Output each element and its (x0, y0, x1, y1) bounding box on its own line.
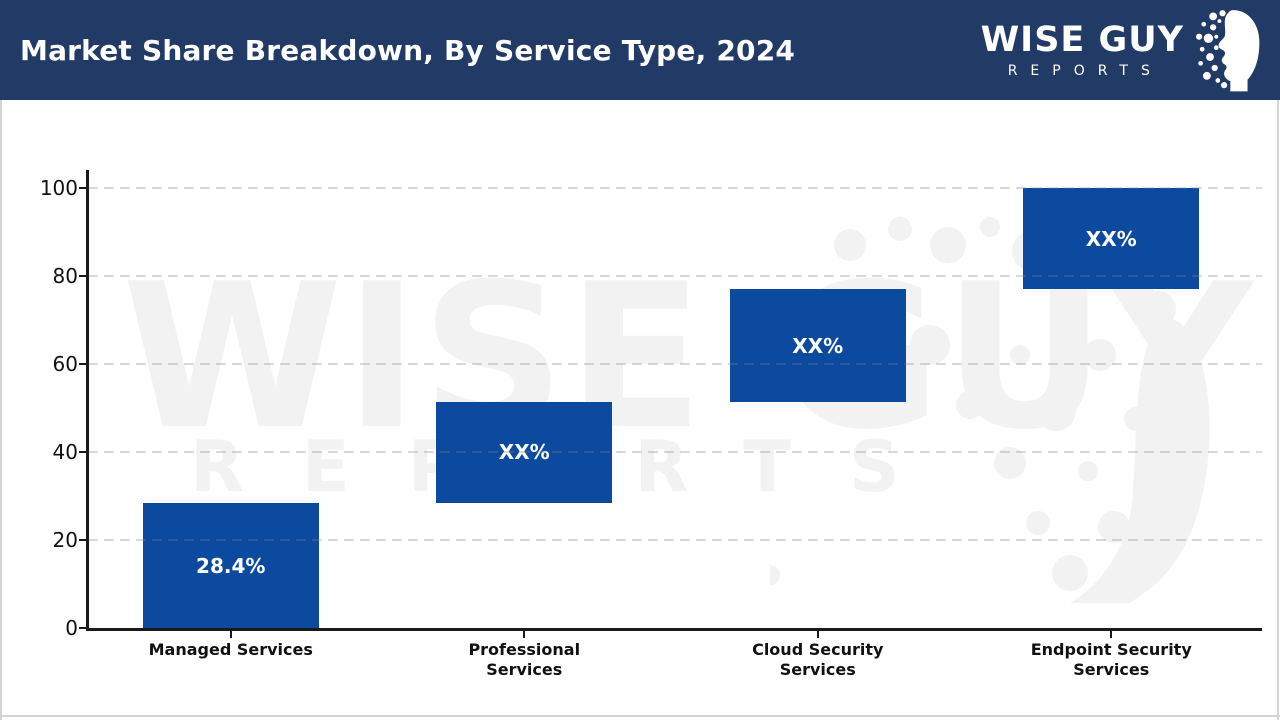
x-tick-mark (523, 631, 526, 638)
x-axis-line (86, 628, 1262, 631)
card-border-right (1277, 100, 1279, 720)
x-category-label: Professional Services (468, 640, 581, 679)
brand-subname: REPORTS (1007, 62, 1163, 79)
bar-professional-services: XX% (436, 401, 613, 504)
bar-value-label: XX% (498, 440, 550, 465)
card-border-left (0, 100, 2, 720)
card-border-bottom (0, 715, 1280, 717)
y-tick-mark (79, 451, 87, 453)
x-tick-mark (1110, 631, 1113, 638)
x-category-label: Endpoint Security Services (1030, 640, 1192, 679)
bar-managed-services: 28.4% (142, 503, 319, 628)
gridline-y20 (88, 539, 1262, 541)
y-tick-mark (79, 187, 87, 189)
bar-cloud-security-services: XX% (729, 289, 906, 402)
y-axis-line (86, 170, 89, 631)
brand-logo: WISE GUY REPORTS (981, 0, 1266, 100)
y-tick-label: 40 (52, 440, 78, 464)
y-tick-label: 80 (52, 264, 78, 288)
gridline-y60 (88, 363, 1262, 365)
gridline-y40 (88, 451, 1262, 453)
y-tick-mark (79, 363, 87, 365)
y-tick-label: 20 (52, 528, 78, 552)
plot-area: 28.4% XX% XX% XX% (88, 187, 1262, 628)
bar-value-label: 28.4% (196, 553, 266, 578)
y-tick-label: 60 (52, 352, 78, 376)
wise-guy-head-icon (1195, 10, 1260, 92)
x-category-label: Managed Services (148, 640, 313, 659)
x-category-label: Cloud Security Services (752, 640, 884, 679)
header: Market Share Breakdown, By Service Type,… (0, 0, 1280, 100)
gridline-y100 (88, 187, 1262, 189)
page-title: Market Share Breakdown, By Service Type,… (20, 33, 796, 67)
bar-value-label: XX% (1085, 226, 1137, 251)
brand-logo-text: WISE GUY REPORTS (980, 19, 1184, 79)
brand-name: WISE GUY (980, 19, 1184, 60)
gridline-y80 (88, 275, 1262, 277)
bar-value-label: XX% (792, 333, 844, 358)
y-tick-mark (79, 275, 87, 277)
y-tick-mark (79, 539, 87, 541)
y-tick-mark (79, 627, 87, 629)
x-tick-mark (229, 631, 232, 638)
x-tick-mark (816, 631, 819, 638)
bar-endpoint-security-services: XX% (1023, 188, 1200, 290)
y-tick-label: 100 (39, 176, 78, 200)
y-tick-label: 0 (65, 616, 78, 640)
